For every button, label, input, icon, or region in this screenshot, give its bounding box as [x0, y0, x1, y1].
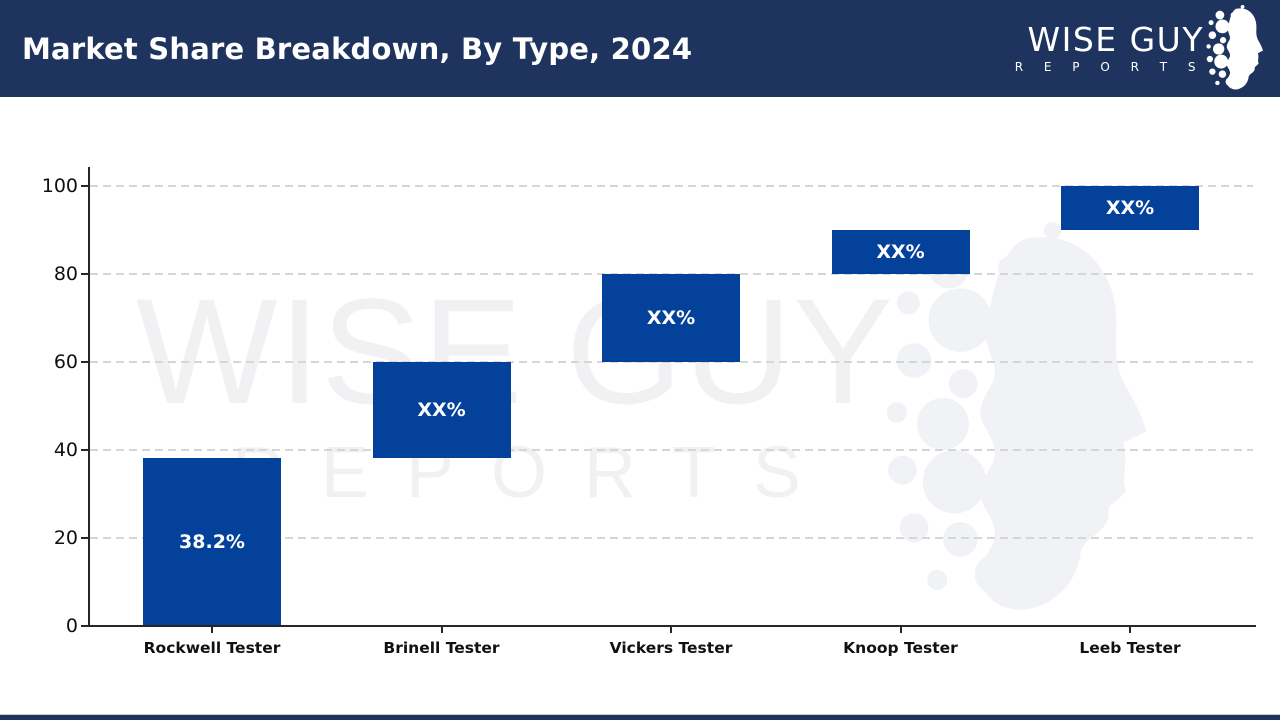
x-axis-tick — [440, 627, 443, 633]
bar-value-label: 38.2% — [179, 530, 245, 553]
gridline — [90, 537, 1253, 539]
x-axis-tick — [1129, 627, 1131, 633]
y-axis-tick — [81, 273, 89, 275]
y-tick-label: 40 — [53, 439, 78, 461]
x-axis-tick — [670, 627, 672, 633]
logo-subtitle: R E P O R T S — [1014, 60, 1204, 74]
gridline — [90, 361, 1253, 363]
y-tick-label: 100 — [41, 175, 78, 197]
bar: XX% — [1061, 186, 1199, 230]
bar: XX% — [372, 362, 511, 458]
y-tick-label: 80 — [53, 263, 78, 285]
watermark-face-icon — [886, 222, 1147, 610]
x-tick-label: Knoop Tester — [843, 639, 958, 657]
gridline — [90, 185, 1253, 187]
bar-value-label: XX% — [876, 241, 925, 263]
gridline — [90, 449, 1253, 451]
x-tick-label: Rockwell Tester — [143, 639, 281, 657]
y-tick-label: 20 — [53, 527, 78, 549]
y-axis-tick — [81, 185, 89, 187]
x-axis-line — [88, 625, 1256, 627]
bottom-divider — [0, 714, 1280, 715]
page-title: Market Share Breakdown, By Type, 2024 — [22, 31, 693, 66]
y-axis-tick — [81, 537, 89, 539]
bar-value-label: XX% — [646, 307, 696, 329]
x-tick-label: Vickers Tester — [609, 639, 733, 657]
y-axis-tick — [81, 625, 89, 627]
y-axis-line — [88, 167, 90, 627]
bar: XX% — [602, 274, 740, 362]
y-axis-tick — [81, 449, 89, 451]
bar-value-label: XX% — [417, 398, 466, 421]
plot-area: 38.2% XX% XX% XX% XX% — [90, 170, 1256, 626]
y-tick-label: 60 — [53, 351, 78, 373]
watermark-subtitle: REPORTS — [232, 433, 838, 513]
x-tick-label: Leeb Tester — [1079, 639, 1181, 657]
wise-guy-logo: WISE GUY R E P O R T S — [1012, 0, 1272, 97]
watermark-wordmark: WISE GUY — [136, 267, 895, 435]
x-tick-label: Brinell Tester — [383, 639, 500, 657]
logo-face-icon — [1206, 5, 1263, 90]
y-tick-label: 0 — [65, 615, 78, 637]
y-axis-tick — [81, 361, 89, 363]
bar: XX% — [831, 230, 970, 274]
bar-value-label: XX% — [1105, 197, 1155, 219]
bottom-accent-bar — [0, 715, 1280, 720]
bar: 38.2% — [143, 457, 281, 626]
header-bar: Market Share Breakdown, By Type, 2024 WI… — [0, 0, 1280, 97]
logo-text: WISE GUY R E P O R T S — [1009, 20, 1204, 75]
x-axis-tick — [211, 627, 213, 633]
logo-wordmark: WISE GUY — [1027, 20, 1204, 59]
x-axis-tick — [899, 627, 902, 633]
